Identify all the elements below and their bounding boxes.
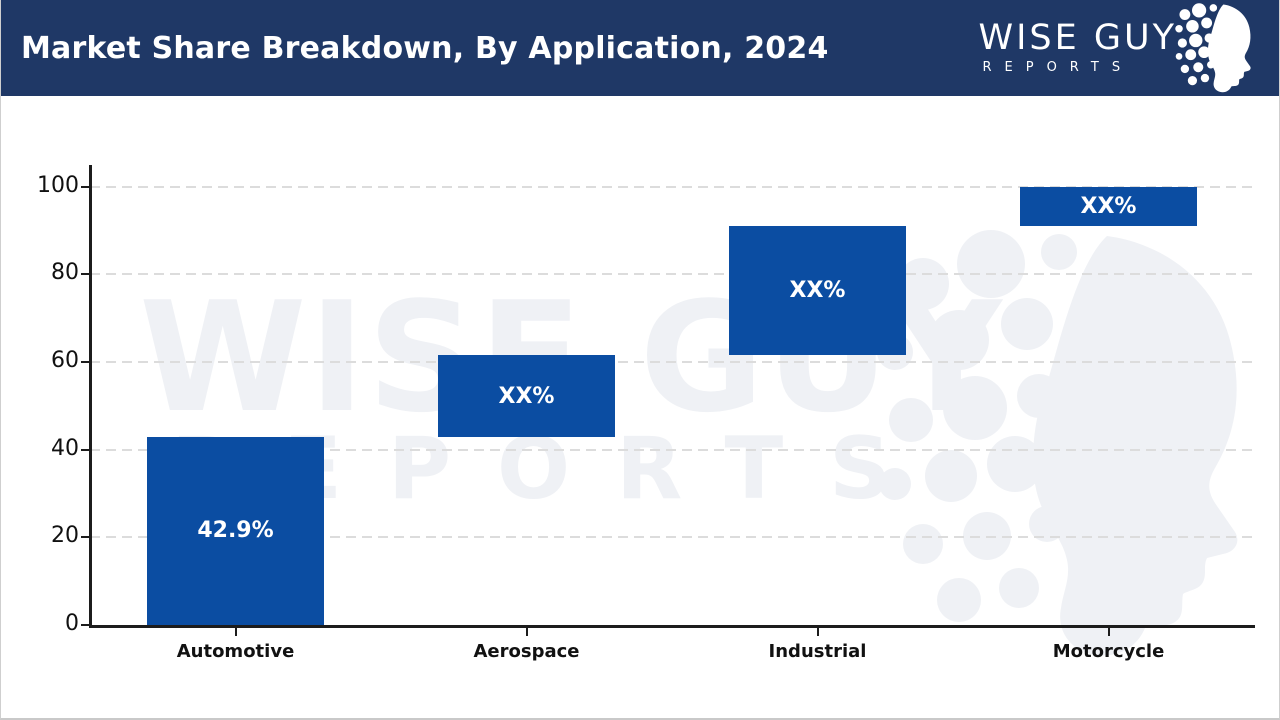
gridline-80	[90, 273, 1254, 276]
y-axis-spine	[89, 165, 92, 628]
y-tick-mark	[81, 536, 89, 539]
plot-area: WISE GUY REPORTS 0 20 40 60 80 100 42.9% Automo…	[1, 96, 1279, 718]
y-tick-label: 100	[37, 172, 79, 198]
bar-industrial[interactable]: XX%	[729, 225, 906, 356]
y-tick-label: 40	[51, 435, 79, 461]
category-label-industrial: Industrial	[768, 641, 867, 662]
bar-aerospace[interactable]: XX%	[438, 355, 615, 437]
bar-value-label: 42.9%	[197, 518, 274, 544]
logo-head-icon	[1175, 3, 1251, 93]
y-tick-label: 0	[65, 611, 79, 636]
chart-header: Market Share Breakdown, By Application, …	[1, 0, 1279, 96]
y-tick-mark	[81, 624, 89, 626]
x-tick-mark	[234, 628, 237, 636]
y-tick-mark	[81, 448, 89, 451]
y-tick-label: 80	[51, 260, 79, 286]
logo-text: WISE GUY REPORTS	[978, 18, 1177, 76]
y-tick-mark	[81, 185, 89, 188]
bar-value-label: XX%	[498, 383, 555, 409]
x-tick-mark	[1107, 628, 1110, 636]
y-tick-label: 20	[51, 523, 79, 549]
wise-guy-logo: WISE GUY REPORTS	[978, 2, 1267, 94]
x-tick-mark	[816, 628, 819, 636]
bar-automotive[interactable]: 42.9%	[147, 436, 324, 625]
category-label-aerospace: Aerospace	[473, 641, 580, 662]
gridline-60	[90, 360, 1254, 363]
y-tick-label: 60	[51, 347, 79, 373]
page-title: Market Share Breakdown, By Application, …	[21, 30, 829, 66]
bar-motorcycle[interactable]: XX%	[1020, 186, 1197, 226]
logo-wordmark: WISE GUY	[978, 18, 1177, 58]
y-tick-mark	[81, 360, 89, 363]
category-label-motorcycle: Motorcycle	[1052, 641, 1165, 662]
x-tick-mark	[525, 628, 528, 636]
y-tick-mark	[81, 273, 89, 276]
watermark-head-icon	[877, 230, 1238, 656]
bar-value-label: XX%	[1080, 193, 1137, 219]
category-label-automotive: Automotive	[176, 641, 295, 662]
bar-value-label: XX%	[789, 278, 846, 304]
x-axis-spine	[89, 625, 1255, 628]
gridline-40	[90, 448, 1254, 451]
logo-subtitle: REPORTS	[982, 60, 1134, 75]
gridline-100	[90, 185, 1254, 188]
gridline-20	[90, 536, 1254, 539]
